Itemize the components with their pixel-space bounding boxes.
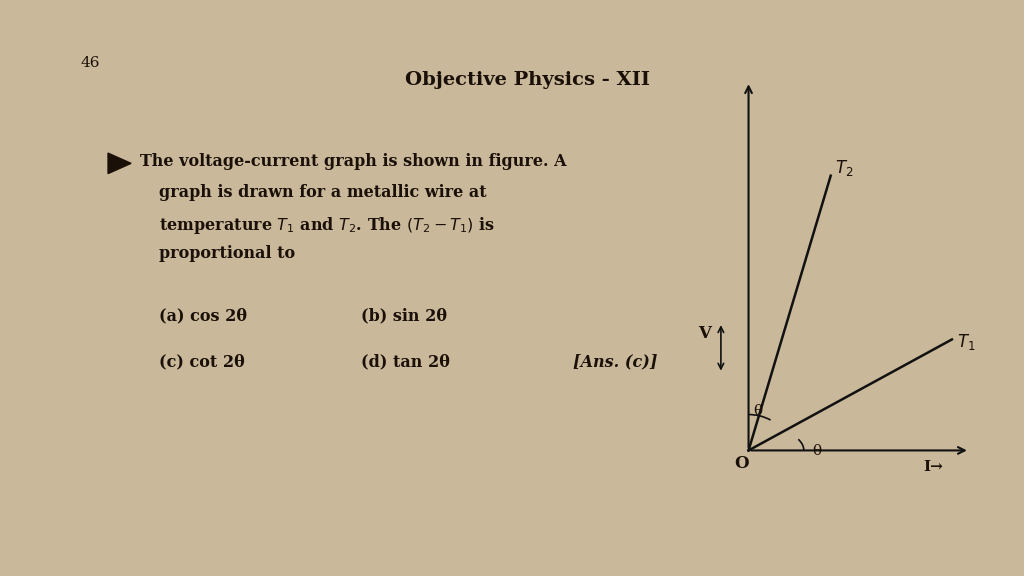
Text: (b) sin 2θ: (b) sin 2θ xyxy=(361,307,447,324)
Text: Objective Physics - XII: Objective Physics - XII xyxy=(404,71,650,89)
Text: $T_1$: $T_1$ xyxy=(956,332,975,352)
Text: (a) cos 2θ: (a) cos 2θ xyxy=(159,307,247,324)
Text: θ: θ xyxy=(812,444,821,458)
Text: $T_2$: $T_2$ xyxy=(836,158,854,178)
Text: V: V xyxy=(698,325,711,342)
Text: [Ans. (c)]: [Ans. (c)] xyxy=(573,353,658,370)
Text: (c) cot 2θ: (c) cot 2θ xyxy=(159,353,245,370)
Text: θ: θ xyxy=(754,404,763,418)
Text: I→: I→ xyxy=(924,460,943,474)
Polygon shape xyxy=(109,153,131,173)
Text: proportional to: proportional to xyxy=(159,245,295,263)
Text: 46: 46 xyxy=(80,56,100,70)
Text: (d) tan 2θ: (d) tan 2θ xyxy=(361,353,451,370)
Text: O: O xyxy=(735,456,750,472)
Text: temperature $T_1$ and $T_2$. The $(T_2 - T_1)$ is: temperature $T_1$ and $T_2$. The $(T_2 -… xyxy=(159,215,495,236)
Text: graph is drawn for a metallic wire at: graph is drawn for a metallic wire at xyxy=(159,184,486,201)
Text: The voltage-current graph is shown in figure. A: The voltage-current graph is shown in fi… xyxy=(140,153,567,170)
